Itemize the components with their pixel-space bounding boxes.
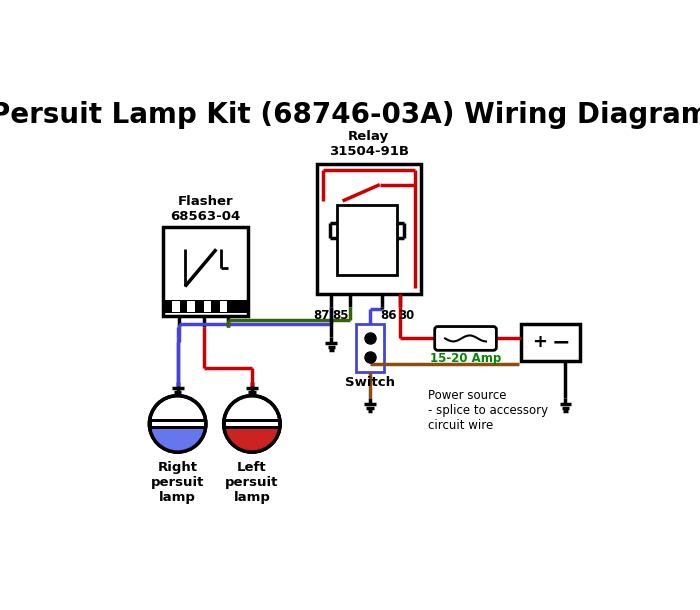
Text: Right
persuit
lamp: Right persuit lamp [151, 461, 204, 504]
Bar [220, 301, 228, 312]
Bar [188, 301, 195, 312]
Text: Power source
- splice to accessory
circuit wire: Power source - splice to accessory circu… [428, 389, 548, 432]
Text: Flasher
68563-04: Flasher 68563-04 [170, 195, 241, 223]
Bar [163, 300, 248, 313]
Text: Persuit Lamp Kit (68746-03A) Wiring Diagram: Persuit Lamp Kit (68746-03A) Wiring Diag… [0, 101, 700, 129]
Polygon shape [224, 424, 280, 452]
Text: 86: 86 [381, 309, 397, 323]
Bar [226, 422, 278, 426]
Text: 30: 30 [398, 309, 414, 323]
Bar [149, 418, 206, 429]
Text: Switch: Switch [345, 376, 395, 389]
Bar [172, 301, 180, 312]
Polygon shape [149, 424, 206, 452]
Text: +: + [533, 333, 547, 351]
Bar [163, 227, 248, 316]
Bar [204, 301, 211, 312]
Text: Left
persuit
lamp: Left persuit lamp [225, 461, 279, 504]
Text: Relay
31504-91B: Relay 31504-91B [328, 130, 409, 158]
Bar [521, 323, 580, 361]
Circle shape [224, 396, 280, 452]
Bar [152, 422, 204, 426]
Text: −: − [552, 332, 570, 352]
Bar [356, 323, 384, 372]
Bar [316, 164, 421, 294]
Text: 85: 85 [332, 309, 349, 323]
Bar [337, 205, 397, 275]
Text: 87: 87 [314, 309, 330, 323]
FancyBboxPatch shape [435, 326, 496, 350]
Text: 15-20 Amp: 15-20 Amp [430, 352, 501, 365]
Bar [224, 418, 280, 429]
Circle shape [149, 396, 206, 452]
